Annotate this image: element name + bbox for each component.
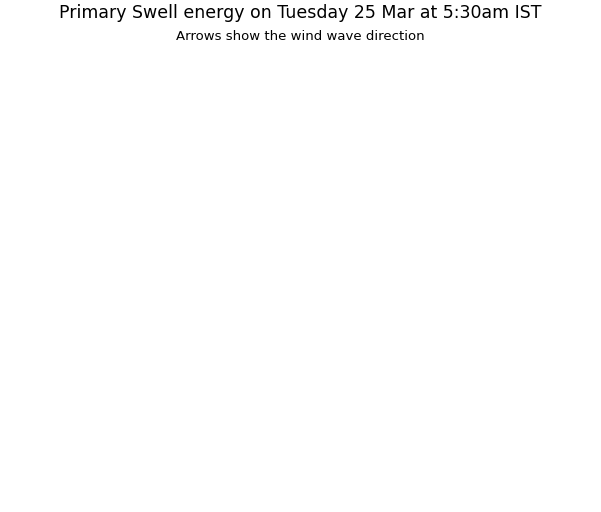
Text: cartopy required: cartopy required (243, 271, 358, 286)
Text: Arrows show the wind wave direction: Arrows show the wind wave direction (176, 30, 425, 44)
Text: Primary Swell energy on Tuesday 25 Mar at 5:30am IST: Primary Swell energy on Tuesday 25 Mar a… (59, 5, 542, 23)
